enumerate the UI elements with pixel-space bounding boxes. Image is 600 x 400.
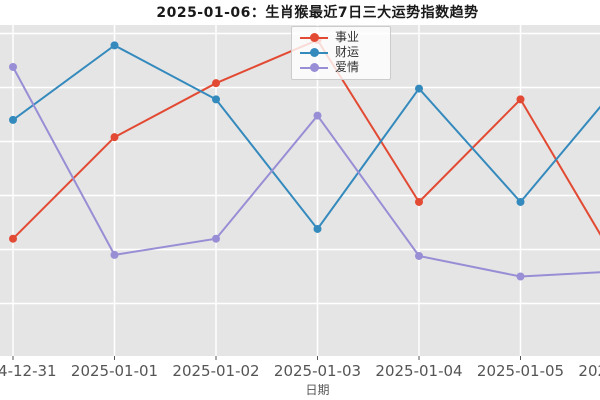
legend-label: 财运 <box>335 45 360 59</box>
legend-item-wealth: 财运 <box>292 45 390 60</box>
x-tick-label: 2025-01-04 <box>375 362 463 380</box>
data-point-marker <box>516 95 525 104</box>
x-tick-label: 2025-01-05 <box>476 362 565 380</box>
legend-item-career: 事业 <box>292 30 390 45</box>
data-point-marker <box>415 197 423 206</box>
x-tick-label: 2025-01-03 <box>273 362 362 380</box>
x-axis-ticks <box>12 356 521 360</box>
x-tick-label: 2025-01-02 <box>172 362 260 380</box>
data-point-marker <box>415 251 423 260</box>
data-point-marker <box>212 79 220 88</box>
data-point-marker <box>313 224 322 233</box>
plot-area <box>0 25 600 356</box>
series-1 <box>9 41 600 233</box>
chart-title: 2025-01-06：生肖猴最近7日三大运势指数趋势 <box>156 5 479 21</box>
x-tick-label: 2024-12-31 <box>0 362 57 380</box>
data-point-marker <box>110 41 119 50</box>
series-2 <box>9 62 600 281</box>
data-point-marker <box>9 234 17 243</box>
x-tick-label: 2025-01-01 <box>70 362 159 380</box>
legend-label: 事业 <box>335 30 360 44</box>
line-marker-icon <box>300 63 328 72</box>
x-tick-label: 2025-01-06 <box>578 362 600 380</box>
line-marker-icon <box>300 33 328 42</box>
data-point-marker <box>110 133 119 142</box>
data-point-marker <box>313 111 322 120</box>
line-marker-icon <box>300 48 328 57</box>
x-axis-label: 日期 <box>305 383 330 397</box>
data-point-marker <box>110 250 119 259</box>
legend: 事业 财运 爱情 <box>291 26 391 80</box>
legend-item-love: 爱情 <box>292 60 390 75</box>
data-point-marker <box>9 115 17 124</box>
legend-label: 爱情 <box>335 60 360 74</box>
series-line <box>12 66 600 278</box>
data-point-marker <box>212 234 220 243</box>
data-point-marker <box>516 197 525 206</box>
data-point-marker <box>9 62 17 71</box>
data-point-marker <box>212 95 220 104</box>
data-point-marker <box>415 84 423 93</box>
data-point-marker <box>516 272 525 281</box>
